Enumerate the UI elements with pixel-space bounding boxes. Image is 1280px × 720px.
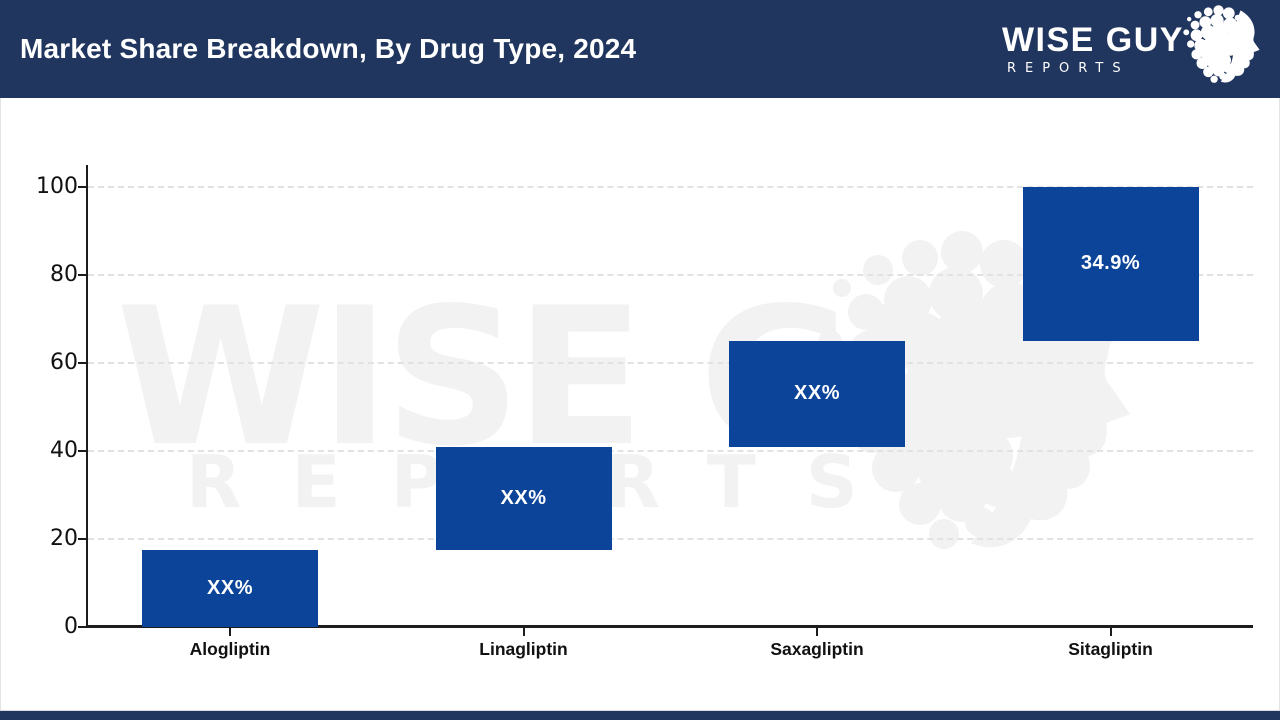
- y-tick-label: 80: [50, 262, 78, 287]
- y-axis-line: [86, 165, 88, 628]
- x-tick-mark: [1109, 628, 1112, 636]
- x-tick-mark: [816, 628, 818, 636]
- header: Market Share Breakdown, By Drug Type, 20…: [0, 0, 1280, 98]
- x-category-label: Sitagliptin: [1068, 639, 1153, 659]
- y-tick-mark: [78, 450, 86, 452]
- bar-alogliptin: XX%: [142, 550, 318, 627]
- footer-bar: [0, 711, 1280, 720]
- bar-saxagliptin: XX%: [729, 340, 905, 447]
- dotted-head-icon: [1183, 5, 1260, 83]
- gridline-40: [88, 450, 1253, 452]
- x-tick-mark: [229, 628, 231, 636]
- y-tick-mark: [78, 538, 86, 540]
- page-title: Market Share Breakdown, By Drug Type, 20…: [20, 33, 637, 64]
- gridline-60: [88, 362, 1253, 364]
- bar-sitagliptin: 34.9%: [1022, 187, 1199, 341]
- y-tick-mark: [78, 362, 86, 364]
- y-tick-label: 20: [50, 526, 78, 551]
- bar-value-label: XX%: [794, 382, 840, 405]
- x-category-label: Linagliptin: [479, 639, 568, 659]
- y-tick-mark: [78, 186, 86, 188]
- x-category-label: Alogliptin: [189, 639, 271, 659]
- logo-wordmark: WISE GUY: [1001, 20, 1184, 59]
- bar-linagliptin: XX%: [435, 446, 612, 550]
- gridline-80: [88, 274, 1253, 276]
- y-tick-label: 60: [50, 350, 78, 375]
- x-tick-mark: [522, 628, 525, 636]
- bar-value-label: XX%: [207, 577, 253, 599]
- logo-subtitle: REPORTS: [1006, 60, 1130, 76]
- x-axis-line: [86, 625, 1253, 628]
- y-tick-mark: [78, 274, 86, 276]
- y-tick-label: 0: [64, 614, 78, 639]
- bar-value-label: 34.9%: [1080, 252, 1141, 275]
- x-category-label: Saxagliptin: [770, 639, 864, 659]
- y-tick-label: 40: [50, 438, 78, 463]
- y-tick-mark: [78, 626, 86, 628]
- y-tick-label: 100: [36, 174, 78, 199]
- bar-value-label: XX%: [500, 486, 547, 509]
- logo-text: WISE GUY REPORTS: [1002, 23, 1184, 76]
- gridline-20: [88, 538, 1253, 540]
- wiseguy-logo: WISE GUY REPORTS: [1002, 5, 1266, 91]
- gridline-100: [88, 186, 1253, 188]
